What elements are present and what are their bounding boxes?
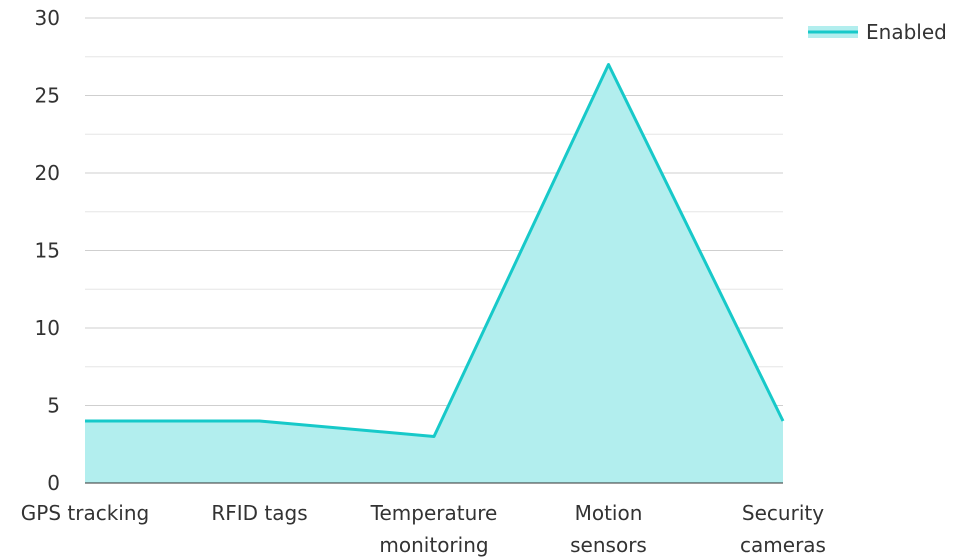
- y-tick-label: 30: [35, 6, 60, 30]
- area-series: [84, 63, 785, 483]
- series-area-fill: [85, 64, 783, 483]
- x-tick-labels: GPS tracking RFID tags Temperature monitori…: [21, 501, 826, 557]
- y-tick-label: 10: [35, 316, 60, 340]
- y-tick-label: 15: [35, 239, 60, 263]
- y-tick-label: 5: [47, 394, 60, 418]
- x-tick-label: RFID tags: [211, 501, 307, 525]
- y-tick-label: 20: [35, 161, 60, 185]
- x-tick-label: Motion sensors: [570, 501, 647, 557]
- y-tick-label: 25: [35, 84, 60, 108]
- y-tick-labels: 0 5 10 15 20 25 30: [35, 6, 60, 495]
- legend[interactable]: Enabled: [808, 20, 947, 44]
- grid-lines: [85, 17, 783, 445]
- y-tick-label: 0: [47, 471, 60, 495]
- x-tick-label: Temperature monitoring: [370, 501, 498, 557]
- x-tick-label: GPS tracking: [21, 501, 149, 525]
- legend-label: Enabled: [866, 20, 947, 44]
- x-tick-label: Security cameras: [740, 501, 826, 557]
